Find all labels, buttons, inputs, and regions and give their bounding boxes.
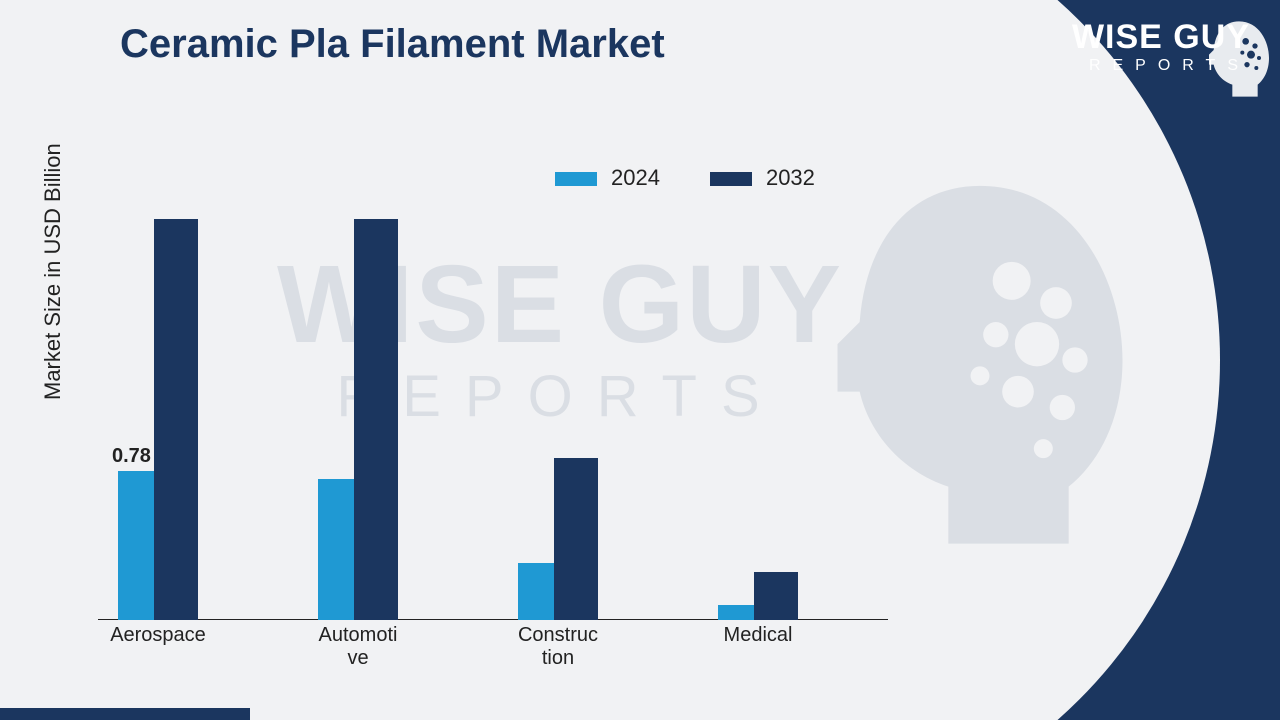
x-label-3: Medical xyxy=(683,624,833,647)
bar-2032-0 xyxy=(154,219,198,620)
y-axis-label: Market Size in USD Billion xyxy=(40,143,66,400)
plot-area xyxy=(98,200,888,620)
legend-swatch-2032 xyxy=(710,172,752,186)
legend-label-2024: 2024 xyxy=(611,165,660,190)
legend: 2024 2032 xyxy=(555,165,815,191)
legend-label-2032: 2032 xyxy=(766,165,815,190)
chart-title: Ceramic Pla Filament Market xyxy=(120,22,665,67)
legend-item-2032: 2032 xyxy=(710,165,815,191)
brand-head-icon xyxy=(1204,18,1274,98)
x-label-0: Aerospace xyxy=(83,624,233,647)
x-label-1: Automoti ve xyxy=(283,624,433,670)
x-label-2: Construc tion xyxy=(483,624,633,670)
bar-2032-1 xyxy=(354,219,398,620)
legend-swatch-2024 xyxy=(555,172,597,186)
legend-item-2024: 2024 xyxy=(555,165,660,191)
bar-2032-3 xyxy=(754,572,798,620)
value-label: 0.78 xyxy=(112,445,151,468)
bar-2032-2 xyxy=(554,458,598,620)
canvas: WISE GUY REPORTS Ceramic Pla Filament Ma… xyxy=(0,0,1280,720)
bottom-accent-bar xyxy=(0,708,250,720)
chart-area xyxy=(98,200,888,620)
